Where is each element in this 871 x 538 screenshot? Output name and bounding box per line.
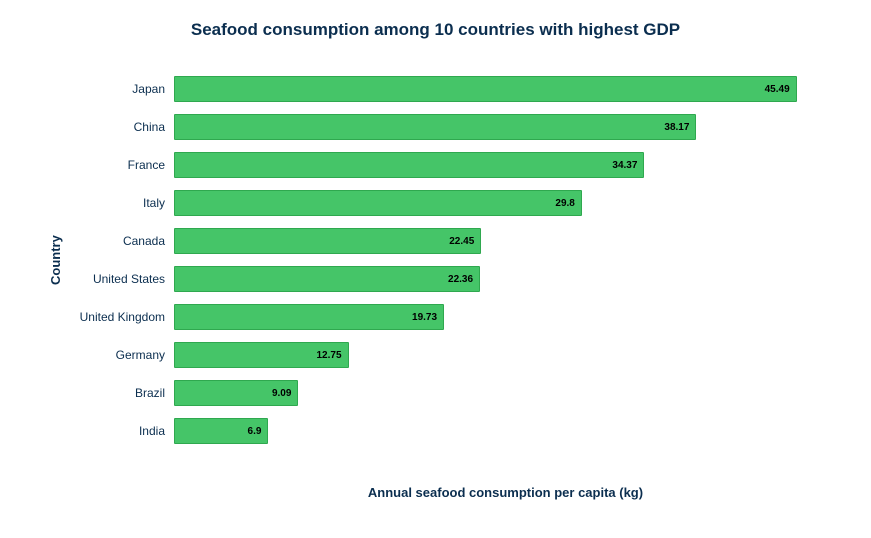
bar-value: 12.75 bbox=[316, 350, 341, 361]
bar-value: 34.37 bbox=[612, 160, 637, 171]
bar: 29.8 bbox=[174, 190, 582, 216]
bar-row: 45.49 bbox=[174, 71, 831, 107]
bar: 22.45 bbox=[174, 228, 481, 254]
bar-value: 6.9 bbox=[248, 426, 262, 437]
y-label: China bbox=[63, 109, 165, 145]
y-label: Canada bbox=[63, 223, 165, 259]
y-label: United Kingdom bbox=[63, 299, 165, 335]
bar-row: 19.73 bbox=[174, 299, 831, 335]
bar-row: 6.9 bbox=[174, 413, 831, 449]
bar: 34.37 bbox=[174, 152, 644, 178]
chart-body: Country Japan China France Italy Canada … bbox=[40, 70, 831, 450]
chart-title: Seafood consumption among 10 countries w… bbox=[40, 20, 831, 40]
y-label: Brazil bbox=[63, 375, 165, 411]
bar-row: 12.75 bbox=[174, 337, 831, 373]
bar: 19.73 bbox=[174, 304, 444, 330]
y-label: Germany bbox=[63, 337, 165, 373]
bar: 38.17 bbox=[174, 114, 696, 140]
bar-row: 22.45 bbox=[174, 223, 831, 259]
y-label: India bbox=[63, 413, 165, 449]
bar-value: 19.73 bbox=[412, 312, 437, 323]
chart-container: Seafood consumption among 10 countries w… bbox=[0, 0, 871, 538]
y-label: Italy bbox=[63, 185, 165, 221]
bar-value: 9.09 bbox=[272, 388, 291, 399]
bar-value: 22.36 bbox=[448, 274, 473, 285]
bar-row: 38.17 bbox=[174, 109, 831, 145]
bar-row: 9.09 bbox=[174, 375, 831, 411]
bars-area: 45.49 38.17 34.37 29.8 22.45 22.36 19.73… bbox=[173, 70, 831, 450]
bar: 6.9 bbox=[174, 418, 268, 444]
y-label: France bbox=[63, 147, 165, 183]
bar: 22.36 bbox=[174, 266, 480, 292]
bar-value: 29.8 bbox=[555, 198, 574, 209]
bar-value: 22.45 bbox=[449, 236, 474, 247]
y-axis-title: Country bbox=[40, 70, 63, 450]
bar-row: 22.36 bbox=[174, 261, 831, 297]
y-label: United States bbox=[63, 261, 165, 297]
bar: 9.09 bbox=[174, 380, 298, 406]
bar-row: 29.8 bbox=[174, 185, 831, 221]
y-label: Japan bbox=[63, 71, 165, 107]
bar: 45.49 bbox=[174, 76, 797, 102]
x-axis-title: Annual seafood consumption per capita (k… bbox=[180, 485, 831, 500]
bar: 12.75 bbox=[174, 342, 349, 368]
bar-value: 45.49 bbox=[765, 84, 790, 95]
bar-value: 38.17 bbox=[664, 122, 689, 133]
bar-row: 34.37 bbox=[174, 147, 831, 183]
y-axis-labels: Japan China France Italy Canada United S… bbox=[63, 70, 173, 450]
